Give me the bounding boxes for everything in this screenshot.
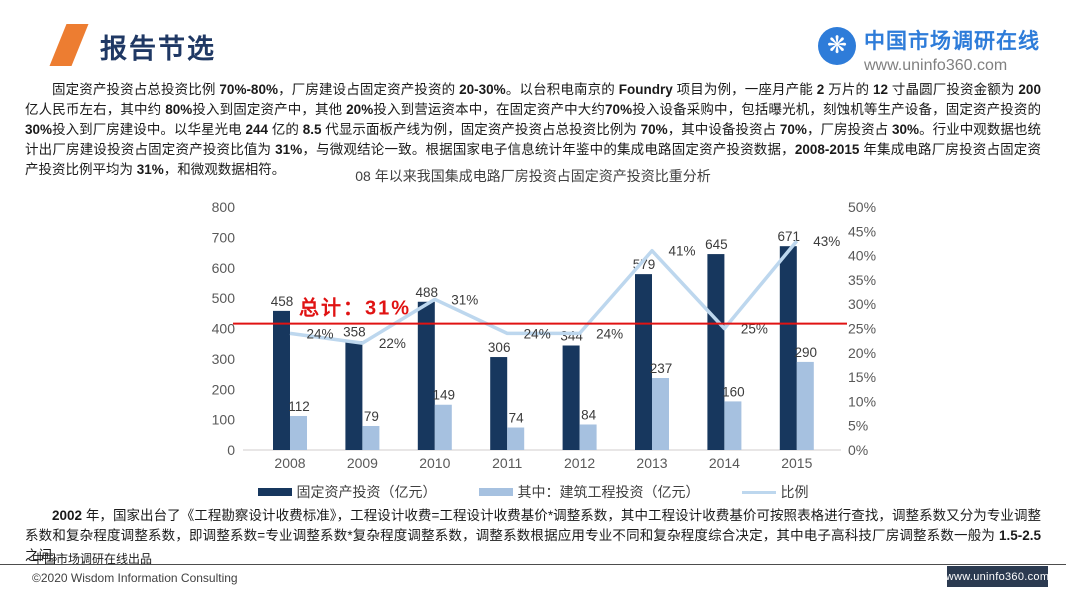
legend-item-construction-investment: 其中：建筑工程投资（亿元）: [478, 482, 700, 502]
legend-label: 固定资产投资（亿元）: [296, 484, 437, 500]
footer-copyright: ©2020 Wisdom Information Consulting: [32, 571, 238, 585]
svg-text:149: 149: [433, 388, 456, 403]
svg-text:600: 600: [212, 260, 236, 276]
legend-label: 其中：建筑工程投资（亿元）: [517, 484, 700, 500]
svg-text:237: 237: [650, 361, 673, 376]
slash-icon: [49, 24, 89, 66]
svg-text:84: 84: [581, 407, 597, 422]
footer-url-badge[interactable]: www.uninfo360.com: [946, 566, 1049, 587]
svg-text:20%: 20%: [848, 345, 876, 361]
svg-text:31%: 31%: [451, 292, 478, 307]
svg-text:2011: 2011: [492, 455, 522, 471]
footer-divider: [0, 564, 1066, 565]
svg-text:500: 500: [212, 290, 236, 306]
investment-combo-chart: 0 100 200 300 400 500 600 700 800 0% 5% 10% 15% 20% 25…: [185, 192, 905, 480]
brand-name: 中国市场调研在线: [864, 30, 1040, 53]
svg-text:24%: 24%: [306, 326, 333, 341]
svg-text:300: 300: [212, 351, 236, 367]
svg-text:800: 800: [212, 199, 236, 215]
svg-text:2015: 2015: [781, 455, 812, 471]
legend-item-ratio: 比例: [741, 482, 809, 502]
svg-text:2009: 2009: [347, 455, 378, 471]
svg-text:400: 400: [212, 321, 236, 337]
svg-text:358: 358: [343, 324, 366, 339]
svg-text:74: 74: [509, 411, 525, 426]
svg-text:2012: 2012: [564, 455, 595, 471]
svg-text:45%: 45%: [848, 223, 876, 239]
brand-logo: ❋ 中国市场调研在线 www.uninfo360.com: [818, 25, 1040, 75]
svg-text:15%: 15%: [848, 369, 876, 385]
svg-text:2008: 2008: [274, 455, 305, 471]
svg-text:112: 112: [288, 399, 310, 414]
svg-text:488: 488: [416, 285, 439, 300]
svg-text:200: 200: [212, 381, 236, 397]
svg-text:2010: 2010: [419, 455, 450, 471]
svg-text:24%: 24%: [524, 326, 551, 341]
snowflake-logo-icon: ❋: [818, 27, 856, 65]
svg-text:700: 700: [212, 229, 236, 245]
svg-text:24%: 24%: [596, 326, 623, 341]
svg-text:25%: 25%: [848, 321, 876, 337]
svg-text:2014: 2014: [709, 455, 740, 471]
svg-text:40%: 40%: [848, 248, 876, 264]
svg-text:2013: 2013: [636, 455, 667, 471]
svg-text:645: 645: [705, 237, 728, 252]
svg-text:5%: 5%: [848, 418, 868, 434]
legend-swatch-light-bar: [478, 488, 513, 496]
svg-text:306: 306: [488, 340, 511, 355]
svg-text:41%: 41%: [668, 244, 695, 259]
svg-text:458: 458: [271, 294, 294, 309]
svg-text:671: 671: [778, 229, 801, 244]
closing-paragraph: 2002 年，国家出台了《工程勘察设计收费标准》，工程设计收费=工程设计收费基价…: [25, 508, 1041, 563]
svg-text:22%: 22%: [379, 336, 406, 351]
legend-swatch-dark-bar: [257, 488, 292, 496]
svg-text:0%: 0%: [848, 442, 868, 458]
chart-legend: 固定资产投资（亿元） 其中：建筑工程投资（亿元） 比例: [0, 482, 1066, 502]
svg-text:35%: 35%: [848, 272, 876, 288]
svg-text:30%: 30%: [848, 296, 876, 312]
svg-text:25%: 25%: [741, 322, 768, 337]
svg-text:100: 100: [212, 412, 236, 428]
footer-producer: 中国市场调研在线出品: [32, 552, 153, 566]
svg-text:总计：31%: 总计：31%: [299, 296, 411, 320]
legend-label: 比例: [780, 484, 809, 500]
svg-text:79: 79: [364, 409, 379, 424]
svg-text:160: 160: [722, 384, 745, 399]
legend-swatch-line: [741, 490, 776, 494]
svg-text:50%: 50%: [848, 199, 876, 215]
svg-text:290: 290: [795, 345, 818, 360]
svg-text:10%: 10%: [848, 393, 876, 409]
legend-item-fixed-investment: 固定资产投资（亿元）: [257, 482, 437, 502]
brand-url-link[interactable]: www.uninfo360.com: [864, 57, 1008, 74]
intro-paragraph: 固定资产投资占总投资比例 70%-80%，厂房建设占固定资产投资的 20-30%…: [25, 82, 1041, 177]
chart-title: 08 年以来我国集成电路厂房投资占固定资产投资比重分析: [355, 168, 711, 184]
page-title: 报告节选: [100, 34, 216, 64]
svg-text:0: 0: [227, 442, 235, 458]
svg-text:43%: 43%: [813, 234, 840, 249]
